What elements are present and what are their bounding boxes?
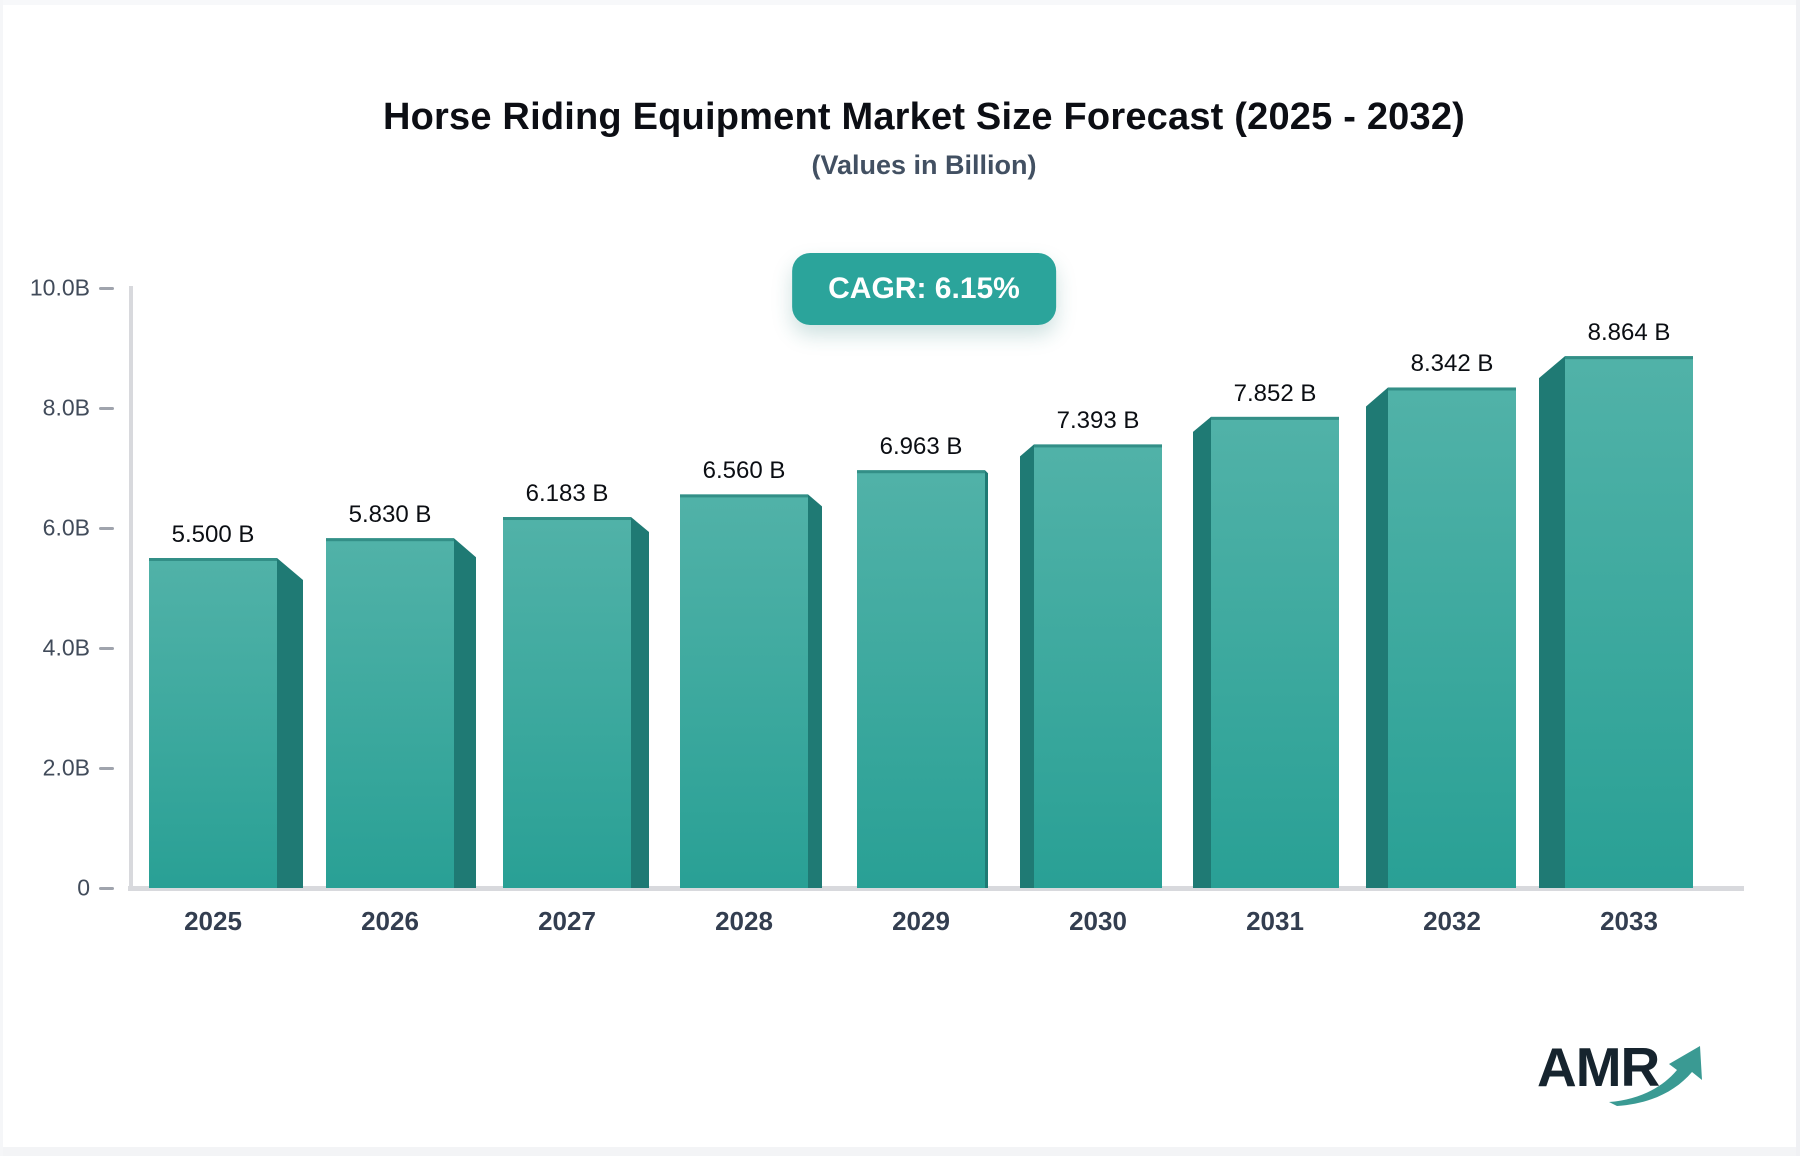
- y-tick-label: 0: [77, 874, 90, 901]
- bar-3d-side-facet: [454, 538, 476, 888]
- amr-logo-text: AMR: [1537, 1036, 1660, 1098]
- x-tick-label-2026: 2026: [361, 906, 419, 936]
- bar-top-edge: [1565, 356, 1693, 360]
- bar-top-edge: [1388, 387, 1516, 391]
- bar-value-label-2030: 7.393 B: [1056, 407, 1140, 435]
- y-tick-label: 10.0B: [29, 274, 90, 301]
- bar-value-label-2025: 5.500 B: [171, 521, 255, 548]
- page-right-border: [1796, 0, 1800, 1156]
- bar-value-label-2028: 6.560 B: [702, 457, 786, 485]
- x-tick-label-2025: 2025: [184, 906, 242, 936]
- y-tick-dash: [99, 406, 114, 410]
- axis-layer: [128, 286, 1744, 891]
- bar-top-edge: [326, 538, 454, 542]
- bar-3d-side-facet: [631, 517, 649, 888]
- y-tick-label: 6.0B: [42, 514, 90, 541]
- x-axis-baseline: [128, 886, 1744, 891]
- bar-2031[interactable]: [1211, 416, 1339, 888]
- y-tick-dash: [99, 766, 114, 770]
- page-bottom-border: [0, 1147, 1800, 1156]
- bar-3d-side-facet: [277, 558, 303, 888]
- bar-2027[interactable]: [503, 517, 631, 888]
- bar-2032[interactable]: [1388, 387, 1516, 888]
- bars-layer: [149, 356, 1693, 888]
- x-tick-label-2033: 2033: [1600, 906, 1658, 936]
- bar-value-label-2032: 8.342 B: [1410, 350, 1494, 378]
- y-tick-dash: [99, 646, 114, 650]
- x-tick-label-2027: 2027: [538, 906, 596, 936]
- amr-logo: AMR: [1537, 1036, 1717, 1116]
- x-tick-label-2031: 2031: [1246, 906, 1304, 936]
- bar-3d-side-facet: [1539, 356, 1565, 888]
- x-tick-label-2028: 2028: [715, 906, 773, 936]
- x-tick-label-2032: 2032: [1423, 906, 1481, 936]
- bar-value-label-2029: 6.963 B: [879, 433, 963, 461]
- bar-top-edge: [503, 517, 631, 521]
- y-tick-dash: [99, 886, 114, 890]
- bar-2028[interactable]: [680, 494, 808, 888]
- cagr-badge: CAGR: 6.15%: [792, 253, 1056, 325]
- x-tick-label-2030: 2030: [1069, 906, 1127, 936]
- page-left-border: [0, 0, 3, 1156]
- y-tick-label: 8.0B: [42, 394, 90, 421]
- bar-2025[interactable]: [149, 558, 277, 888]
- bar-top-edge: [1034, 444, 1162, 448]
- page-top-border: [0, 0, 1800, 5]
- bar-2030[interactable]: [1034, 444, 1162, 888]
- bar-2026[interactable]: [326, 538, 454, 888]
- x-tick-label-2029: 2029: [892, 906, 950, 936]
- bar-3d-side-facet: [1193, 416, 1211, 888]
- bar-top-edge: [680, 494, 808, 498]
- growth-arrow-icon: [1609, 1046, 1702, 1106]
- bar-3d-side-facet: [808, 494, 822, 888]
- bar-3d-side-facet: [1020, 444, 1034, 888]
- y-tick-dash: [99, 286, 114, 290]
- bar-2033[interactable]: [1565, 356, 1693, 888]
- bar-top-edge: [149, 558, 277, 561]
- bar-top-edge: [857, 470, 985, 474]
- y-tick-label: 2.0B: [42, 754, 90, 781]
- bar-2029[interactable]: [857, 470, 985, 888]
- y-axis-line: [129, 286, 133, 890]
- bar-top-edge: [1211, 416, 1339, 420]
- bar-value-label-2033: 8.864 B: [1587, 319, 1671, 347]
- y-tick-dash: [99, 526, 114, 530]
- chart-subtitle: (Values in Billion): [811, 150, 1037, 180]
- bar-value-label-2027: 6.183 B: [525, 480, 609, 508]
- bar-3d-side-facet: [1366, 387, 1388, 888]
- y-tick-label: 4.0B: [42, 634, 90, 661]
- bar-value-label-2026: 5.830 B: [348, 501, 432, 529]
- bar-value-label-2031: 7.852 B: [1233, 379, 1317, 407]
- bar-3d-side-facet: [985, 470, 988, 888]
- chart-title: Horse Riding Equipment Market Size Forec…: [382, 96, 1466, 138]
